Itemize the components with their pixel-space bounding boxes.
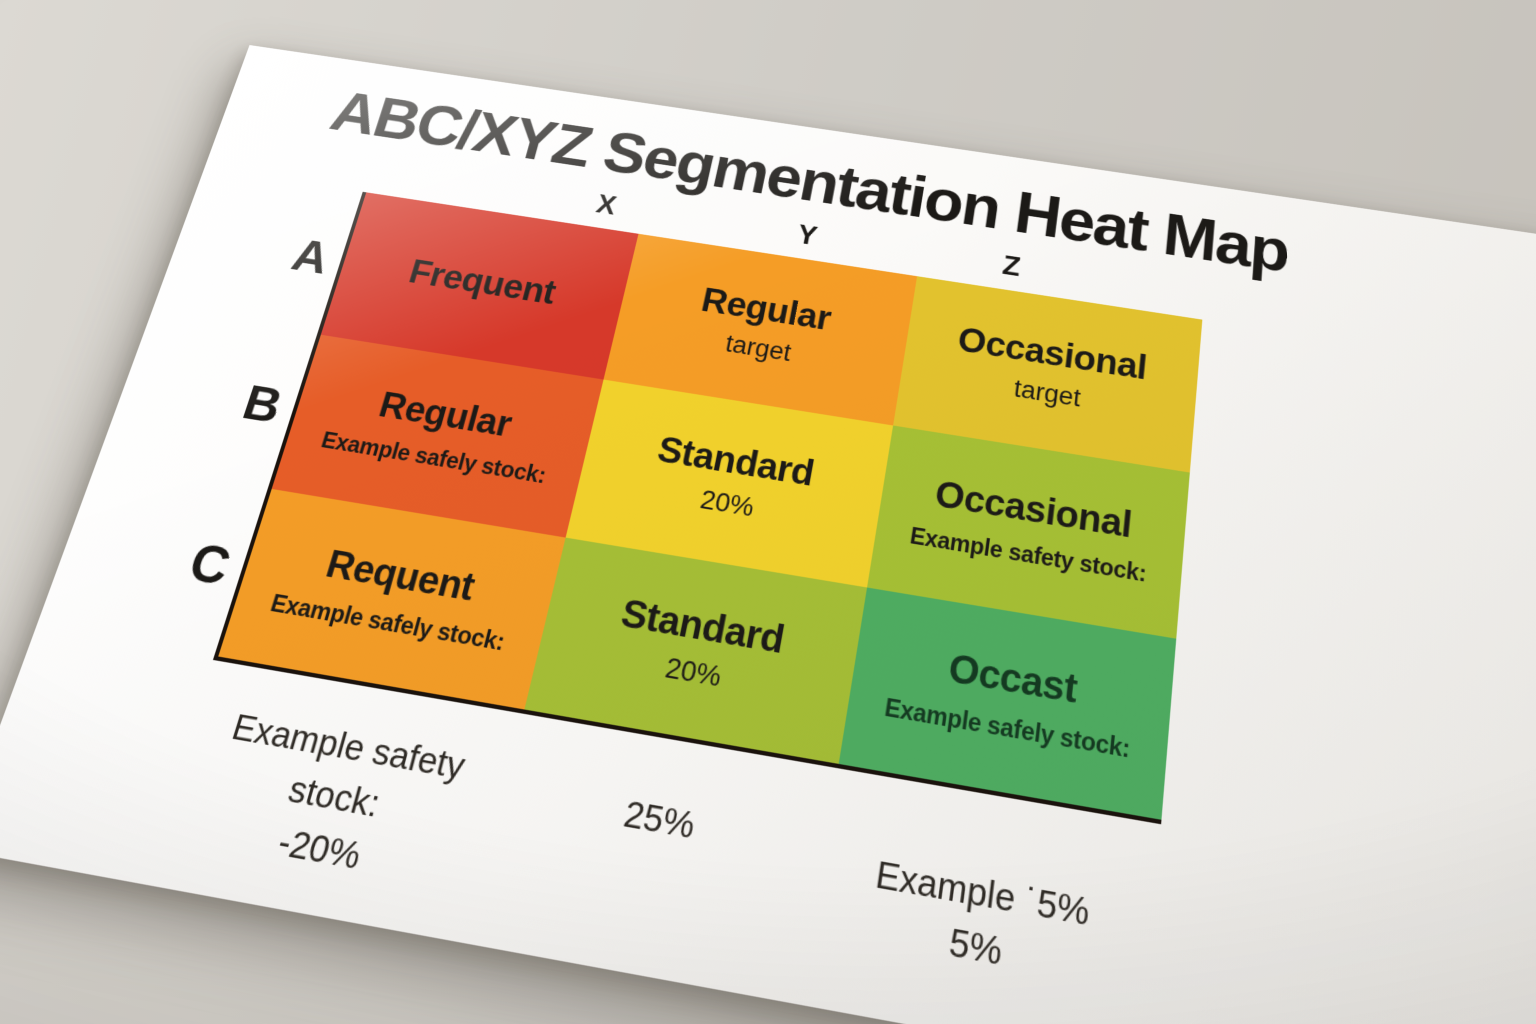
cell-primary-label: Occast (945, 647, 1080, 713)
cell-primary-label: Regular (698, 282, 834, 339)
cell-primary-label: Frequent (404, 253, 560, 312)
cell-secondary-label: 20% (662, 652, 724, 693)
cell-secondary-label: target (1012, 374, 1083, 413)
cell-primary-label: Occasional (955, 321, 1149, 388)
cell-tertiary-label: Example safely stock: (318, 427, 549, 488)
cell-secondary-label: 20% (697, 484, 757, 523)
paper-card: ABC/XYZ Segmentation Heat Map X Y Z A B … (0, 45, 1536, 1024)
cell-primary-label: Standard (653, 430, 817, 495)
footnote-block-z: Example ˙5% 5% (802, 804, 1154, 1024)
cell-tertiary-label: Example safely stock: (267, 589, 508, 656)
cell-primary-label: Regular (374, 385, 516, 446)
cell-secondary-label: target (723, 329, 794, 367)
footnote-line: 25% (620, 792, 699, 846)
column-label-z: Z (1000, 249, 1023, 282)
cell-tertiary-label: Example safely stock: (882, 693, 1131, 763)
footnote-block-x: Example safety stock: -20% (153, 695, 511, 906)
cell-primary-label: Standard (617, 592, 788, 663)
column-label-y: Y (795, 218, 820, 251)
footnote-block-y: 25% (473, 749, 828, 966)
column-label-x: X (593, 188, 620, 221)
